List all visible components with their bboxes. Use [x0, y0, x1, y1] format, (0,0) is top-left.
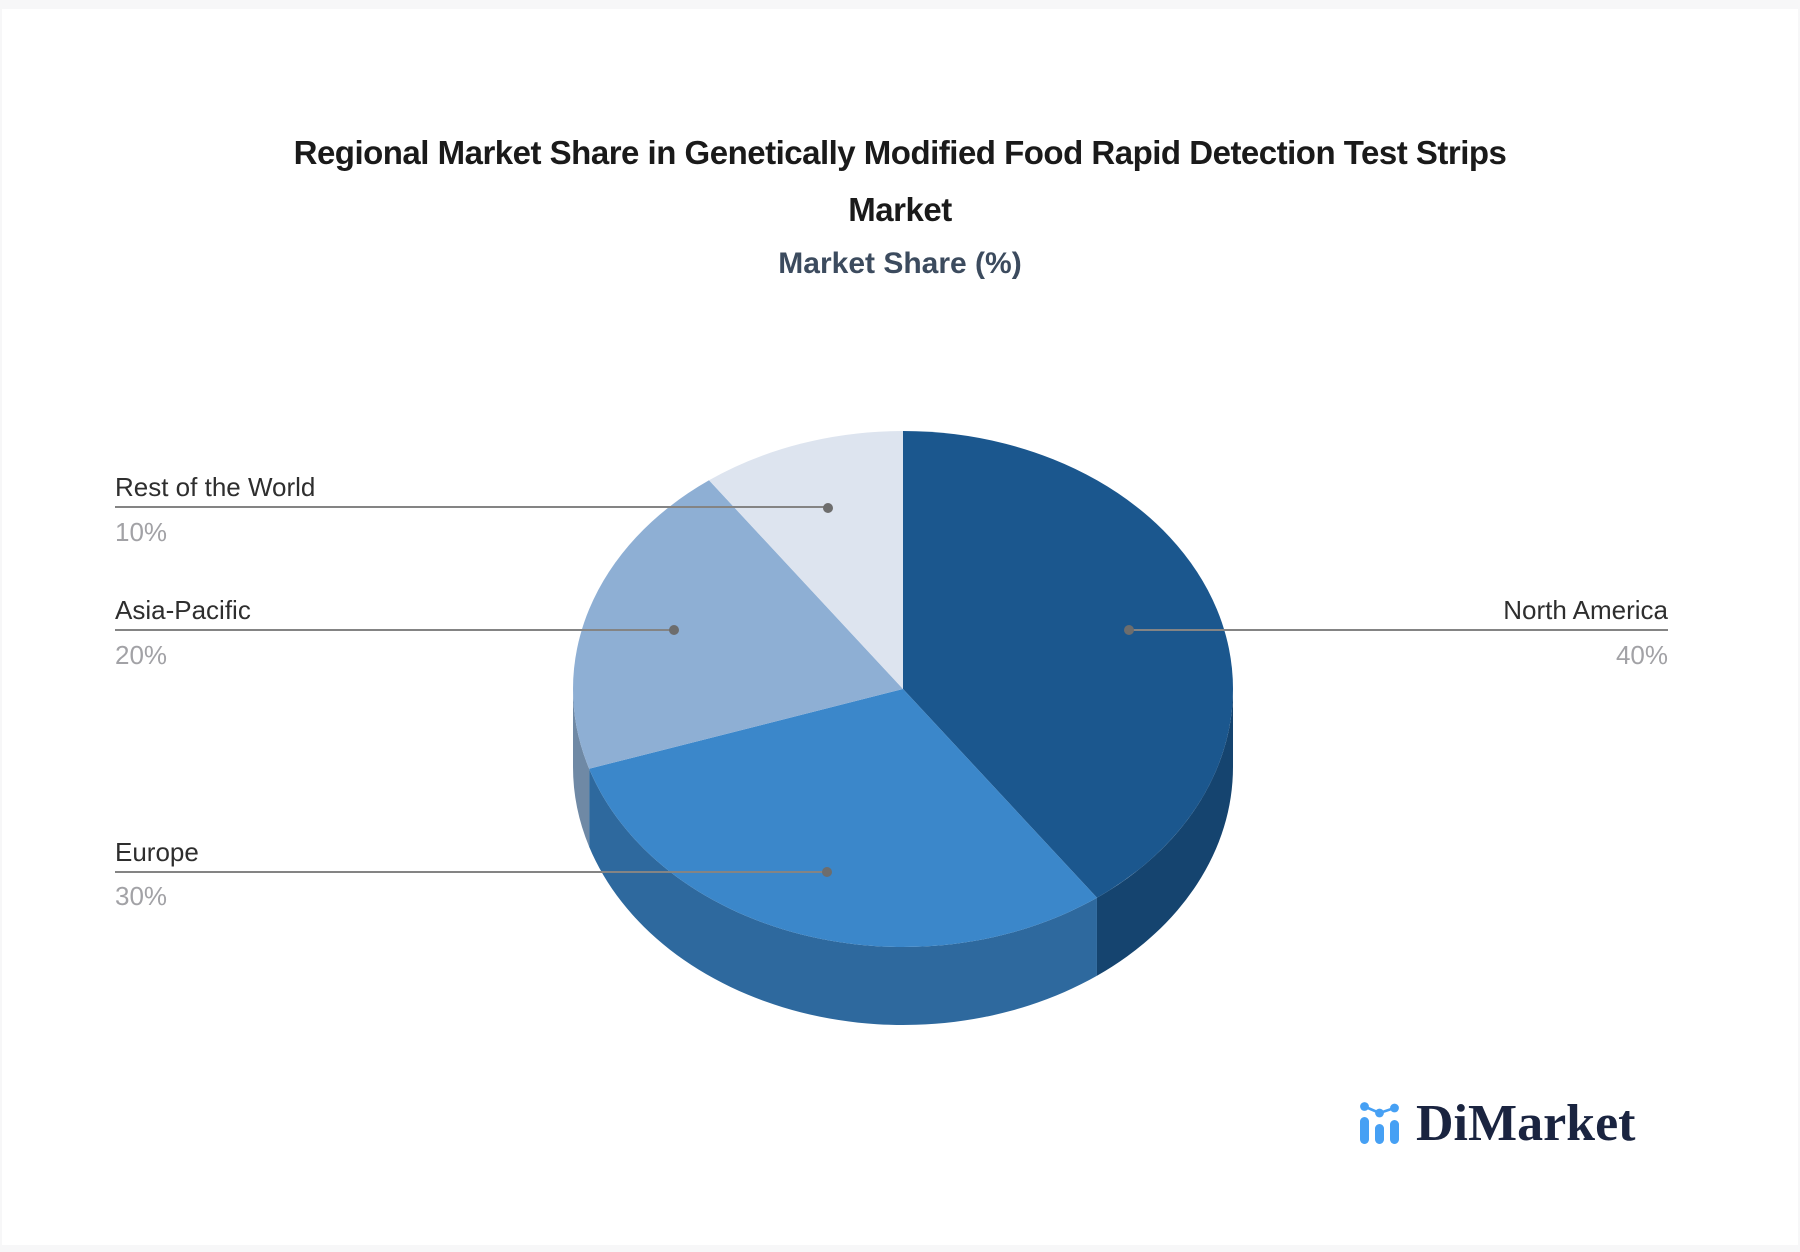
slice-value-europe: 30% — [115, 881, 168, 911]
slice-label-europe: Europe — [115, 837, 199, 867]
slice-label-rest-of-the-world: Rest of the World — [115, 472, 316, 502]
bar-chart-logo-icon — [1360, 1101, 1399, 1144]
chart-title-line1: Regional Market Share in Genetically Mod… — [293, 134, 1507, 171]
slice-label-north-america: North America — [1503, 595, 1668, 625]
leader-line-asia-pacific — [115, 629, 674, 631]
dimarket-logo: DiMarket — [1356, 1094, 1635, 1153]
leader-line-north-america — [1129, 629, 1668, 631]
pie-slice-side-asia-pacific — [573, 689, 590, 847]
chart-subtitle: Market Share (%) — [778, 247, 1022, 280]
slice-value-asia-pacific: 20% — [115, 640, 168, 670]
leader-line-rest-of-the-world — [115, 506, 832, 508]
pie-slice-north-america[interactable] — [903, 431, 1234, 898]
pie-slice-rest-of-the-world[interactable] — [709, 431, 903, 689]
logo-text: DiMarket — [1416, 1095, 1636, 1152]
pie-slice-europe[interactable] — [589, 689, 1097, 948]
pie-slice-side-north-america — [1096, 689, 1233, 976]
pie-slice-side-europe — [589, 768, 1097, 1026]
slice-label-asia-pacific: Asia-Pacific — [115, 595, 251, 625]
leader-dot-europe — [822, 867, 832, 877]
leader-dot-rest-of-the-world — [823, 503, 833, 513]
chart-title: Regional Market Share in Genetically Mod… — [0, 124, 1800, 238]
leader-dot-asia-pacific — [669, 625, 679, 635]
pie-slice-asia-pacific[interactable] — [572, 480, 903, 769]
leader-dot-north-america — [1124, 625, 1134, 635]
leader-line-europe — [115, 871, 827, 873]
slice-value-rest-of-the-world: 10% — [115, 517, 168, 547]
slice-value-north-america: 40% — [1615, 640, 1668, 670]
chart-title-line2: Market — [848, 191, 952, 228]
